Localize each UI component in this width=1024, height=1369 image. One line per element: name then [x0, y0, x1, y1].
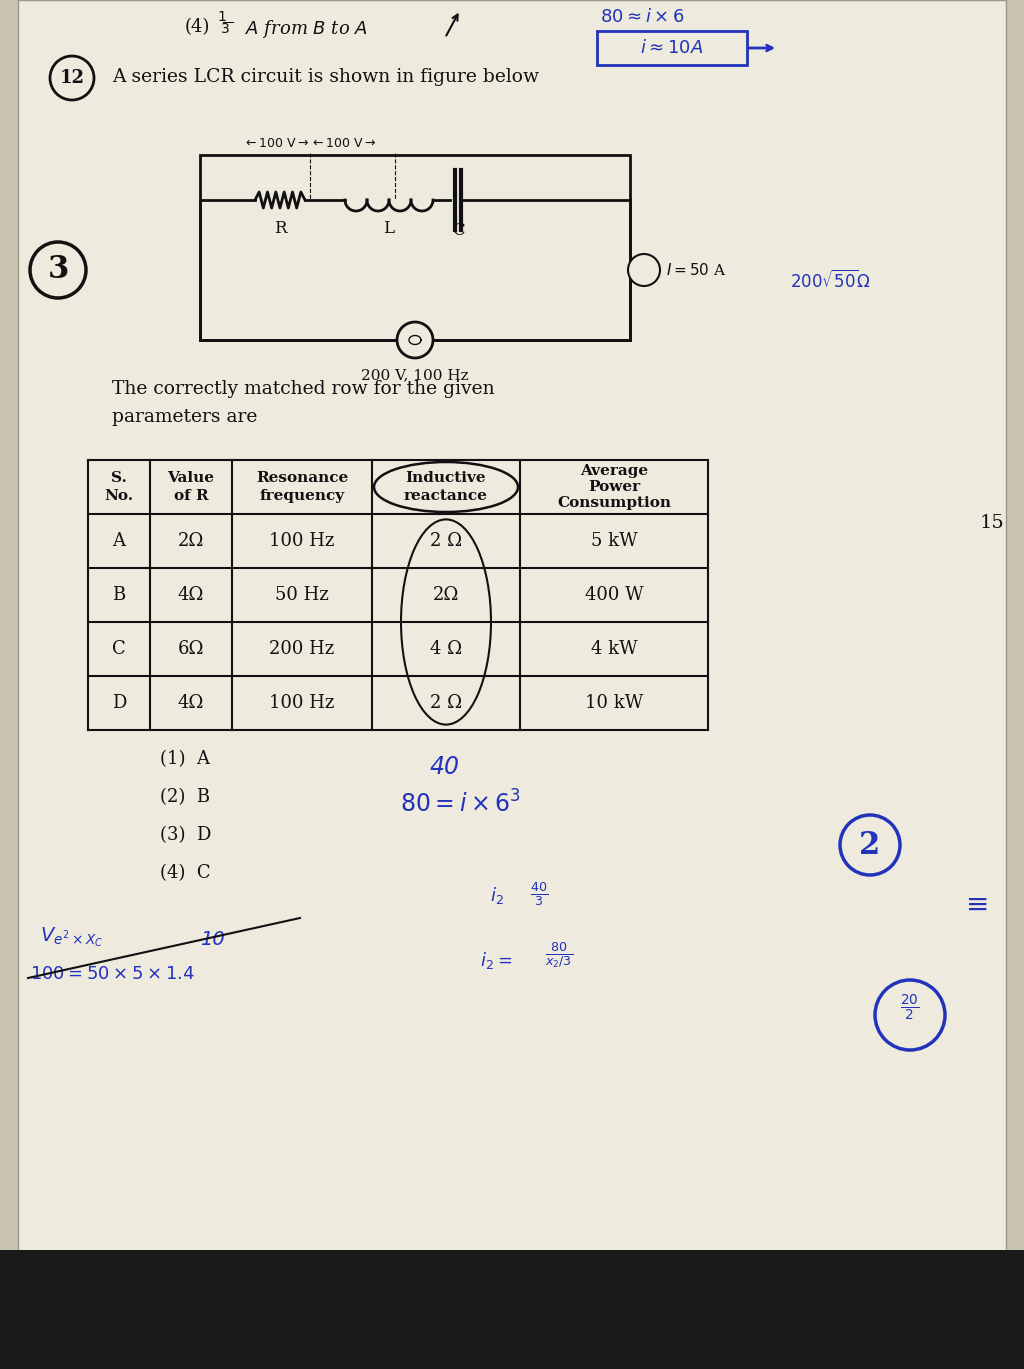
Text: $\frac{80}{x_2 / 3}$: $\frac{80}{x_2 / 3}$	[545, 941, 573, 971]
Text: $\leftarrow$100 V$\rightarrow \leftarrow$100 V$\rightarrow$: $\leftarrow$100 V$\rightarrow \leftarrow…	[244, 137, 377, 151]
Text: 200 Hz: 200 Hz	[269, 639, 335, 658]
Text: 400 W: 400 W	[585, 586, 643, 604]
Text: Average: Average	[580, 464, 648, 478]
Text: Inductive: Inductive	[406, 471, 486, 485]
Text: $200\sqrt{50}\Omega$: $200\sqrt{50}\Omega$	[790, 270, 870, 292]
Text: D: D	[112, 694, 126, 712]
Text: No.: No.	[104, 489, 133, 502]
Text: 100 Hz: 100 Hz	[269, 694, 335, 712]
Circle shape	[628, 255, 660, 286]
Text: frequency: frequency	[259, 489, 344, 502]
Circle shape	[397, 322, 433, 359]
Text: 12: 12	[59, 68, 85, 88]
Text: (4): (4)	[185, 18, 210, 36]
Text: $80 \approx i \times 6$: $80 \approx i \times 6$	[600, 8, 684, 26]
Text: $100 = 50 \times  5 \times 1.4$: $100 = 50 \times 5 \times 1.4$	[30, 965, 195, 983]
Text: $80 = i \times 6^3$: $80 = i \times 6^3$	[400, 790, 521, 817]
Text: R: R	[273, 220, 287, 237]
Text: 2: 2	[859, 830, 881, 861]
Text: S.: S.	[111, 471, 127, 485]
Text: Power: Power	[588, 481, 640, 494]
Text: A: A	[113, 533, 126, 550]
Text: $\frac{40}{3}$: $\frac{40}{3}$	[530, 880, 548, 908]
Text: parameters are: parameters are	[112, 408, 257, 426]
Text: 4Ω: 4Ω	[178, 586, 204, 604]
Bar	[200, 155, 630, 340]
Text: $i \approx 10A$: $i \approx 10A$	[640, 38, 703, 57]
Text: L: L	[384, 220, 394, 237]
Text: $\overline{\ \ }$: $\overline{\ \ }$	[222, 14, 233, 27]
Text: A: A	[639, 263, 649, 277]
Text: (1)  A: (1) A	[160, 750, 210, 768]
Text: The correctly matched row for the given: The correctly matched row for the given	[112, 381, 495, 398]
Text: 2 Ω: 2 Ω	[430, 694, 462, 712]
Text: $V_{e^2 \times X_C}$: $V_{e^2 \times X_C}$	[40, 925, 103, 949]
Text: C: C	[452, 222, 464, 240]
Text: C: C	[112, 639, 126, 658]
Text: of R: of R	[174, 489, 208, 502]
Text: (4)  C: (4) C	[160, 864, 211, 882]
Text: $1$: $1$	[217, 10, 226, 25]
Text: $i_2 =$: $i_2 =$	[480, 950, 512, 971]
Text: 5 kW: 5 kW	[591, 533, 637, 550]
Text: $3$: $3$	[220, 22, 229, 36]
Text: Value: Value	[168, 471, 214, 485]
Text: $A$ from $B$ to $A$: $A$ from $B$ to $A$	[245, 18, 368, 40]
Text: B: B	[113, 586, 126, 604]
Text: $\frac{20}{2}$: $\frac{20}{2}$	[900, 993, 920, 1023]
Text: $i_2$: $i_2$	[490, 884, 504, 906]
Text: 10: 10	[200, 930, 224, 949]
Text: 10 kW: 10 kW	[585, 694, 643, 712]
Text: (2)  B: (2) B	[160, 789, 210, 806]
Text: 6Ω: 6Ω	[178, 639, 204, 658]
Text: (3)  D: (3) D	[160, 826, 211, 845]
Text: 4 Ω: 4 Ω	[430, 639, 462, 658]
Text: 3: 3	[47, 255, 69, 286]
Text: Consumption: Consumption	[557, 496, 671, 511]
Bar	[0, 1250, 1024, 1369]
Text: 2 Ω: 2 Ω	[430, 533, 462, 550]
Text: reactance: reactance	[404, 489, 488, 502]
Text: 4 kW: 4 kW	[591, 639, 637, 658]
Text: $\equiv$: $\equiv$	[961, 890, 988, 919]
Text: 2Ω: 2Ω	[433, 586, 459, 604]
Text: 40: 40	[430, 754, 460, 779]
Text: 4Ω: 4Ω	[178, 694, 204, 712]
Text: 15: 15	[980, 513, 1005, 533]
Text: A series LCR circuit is shown in figure below: A series LCR circuit is shown in figure …	[112, 68, 539, 86]
Text: 200 V, 100 Hz: 200 V, 100 Hz	[361, 368, 469, 382]
Text: 50 Hz: 50 Hz	[275, 586, 329, 604]
Text: 100 Hz: 100 Hz	[269, 533, 335, 550]
Text: 2Ω: 2Ω	[178, 533, 204, 550]
Text: Resonance: Resonance	[256, 471, 348, 485]
Text: $I = 50$ A: $I = 50$ A	[666, 261, 727, 278]
